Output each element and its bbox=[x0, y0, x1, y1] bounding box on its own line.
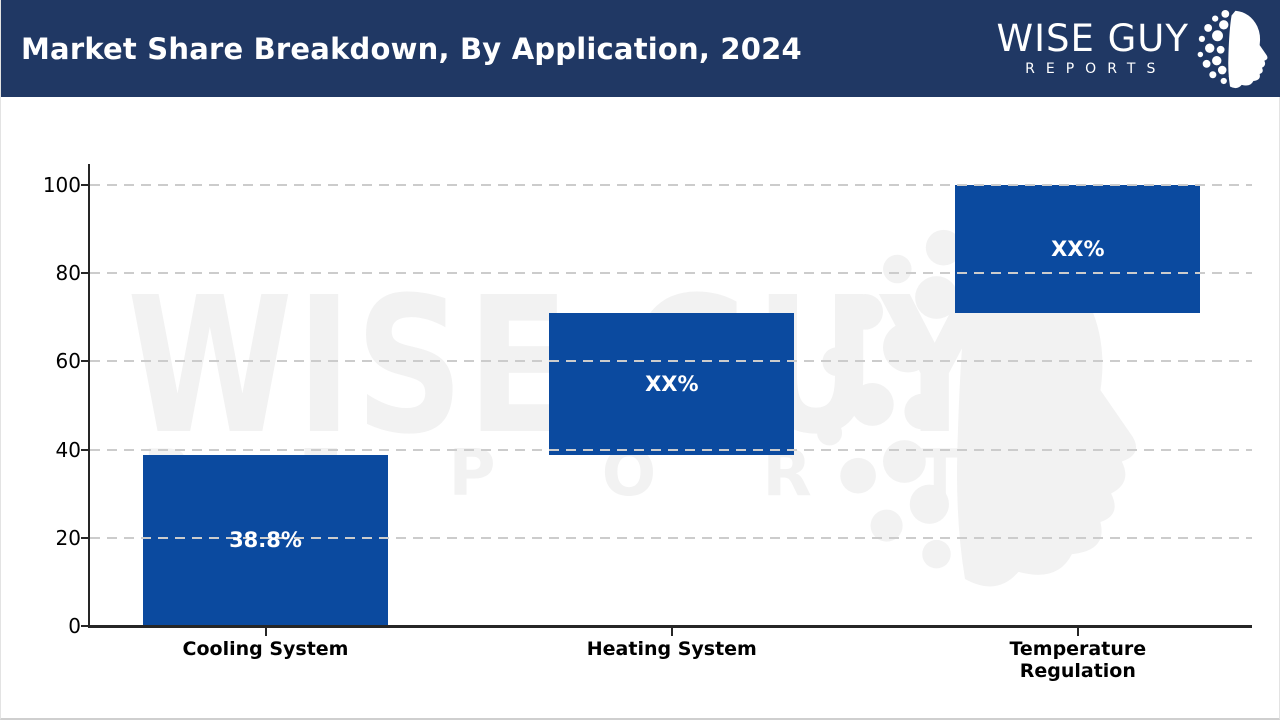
x-category-label: Cooling System bbox=[182, 638, 349, 660]
gridline-60 bbox=[90, 360, 1252, 363]
y-tick-mark bbox=[81, 184, 89, 186]
x-tick-mark bbox=[670, 628, 673, 636]
header-bar: Market Share Breakdown, By Application, … bbox=[1, 0, 1280, 97]
bar-value-label: XX% bbox=[645, 371, 699, 396]
bar-2 bbox=[549, 312, 795, 455]
gridline-80 bbox=[90, 272, 1252, 275]
y-tick-label: 100 bbox=[42, 173, 81, 197]
y-tick-mark bbox=[81, 360, 89, 363]
y-tick-mark bbox=[81, 448, 89, 451]
gridline-20 bbox=[90, 536, 1252, 539]
logo-wordmark: WISE GUY bbox=[996, 17, 1189, 60]
y-axis-line bbox=[88, 164, 90, 627]
x-tick-mark bbox=[1076, 628, 1079, 636]
logo-text: WISE GUY REPORTS bbox=[997, 20, 1189, 77]
wise-guy-reports-logo: WISE GUY REPORTS bbox=[997, 0, 1269, 97]
bar-value-label: 38.8% bbox=[229, 528, 302, 553]
x-category-label: Heating System bbox=[586, 638, 757, 660]
page-title: Market Share Breakdown, By Application, … bbox=[21, 31, 802, 66]
bar-1 bbox=[143, 454, 388, 626]
y-tick-label: 40 bbox=[55, 437, 81, 462]
logo-subtitle: REPORTS bbox=[1025, 61, 1167, 77]
gridline-100 bbox=[90, 184, 1252, 186]
bar-3 bbox=[955, 185, 1201, 313]
y-tick-mark bbox=[81, 536, 89, 539]
dotted-head-logo-icon bbox=[1197, 9, 1268, 88]
y-tick-label: 20 bbox=[55, 525, 81, 550]
y-tick-mark bbox=[81, 272, 89, 275]
x-category-label: Temperature Regulation bbox=[1009, 638, 1147, 682]
y-tick-label: 60 bbox=[55, 349, 81, 374]
y-tick-label: 0 bbox=[68, 614, 81, 638]
gridline-40 bbox=[90, 448, 1252, 451]
bar-value-label: XX% bbox=[1051, 236, 1105, 261]
x-axis-line bbox=[88, 625, 1252, 628]
y-tick-label: 80 bbox=[55, 261, 81, 286]
x-tick-mark bbox=[264, 628, 267, 636]
y-tick-mark bbox=[81, 625, 89, 627]
